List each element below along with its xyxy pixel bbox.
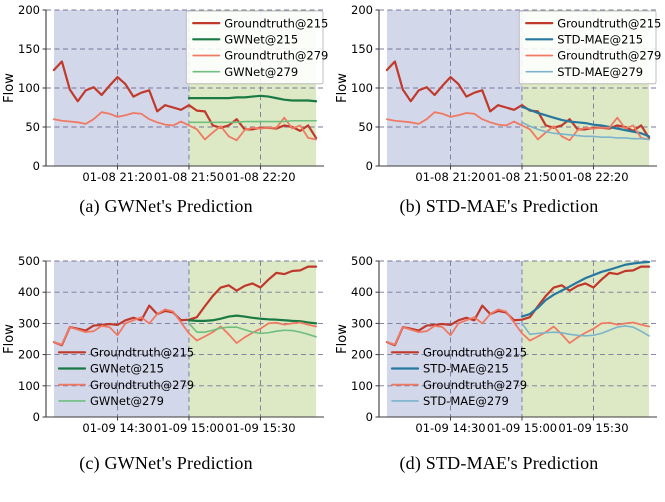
plot-svg-c: 0 100 200 300 400 500 01-09 14:30 01-09 15:00 01… — [2, 254, 324, 435]
legend-c: Groundtruth@215 GWNet@215 Groundtruth@279 G… — [57, 346, 194, 408]
series-line — [187, 94, 318, 103]
series-line — [386, 308, 650, 346]
series-line — [53, 308, 317, 346]
legend-label: Groundtruth@215 — [224, 16, 328, 30]
legend-label: Groundtruth@215 — [90, 346, 194, 360]
y-tick-label: 100 — [351, 81, 373, 95]
legend-label: GWNet@279 — [90, 394, 164, 408]
x-tick-label: 01-09 14:30 — [415, 421, 485, 435]
chart-b: 0 50 100 150 200 01-08 21:20 01-08 21:50 01-08 … — [333, 0, 665, 200]
series-line — [52, 265, 318, 347]
y-tick-label: 0 — [366, 410, 373, 424]
series-line — [520, 105, 651, 138]
y-axis-title: Flow — [335, 324, 350, 354]
x-tick-label: 01-08 21:50 — [487, 170, 557, 184]
history-band-d — [386, 261, 522, 417]
y-tick-label: 500 — [351, 254, 373, 268]
history-band-c — [53, 261, 189, 417]
legend-box — [185, 10, 324, 85]
legend-label: STD-MAE@215 — [557, 33, 643, 47]
x-tick-label: 01-08 22:20 — [558, 170, 628, 184]
y-tick-label: 100 — [351, 379, 373, 393]
legend-label: Groundtruth@279 — [423, 378, 527, 392]
legend-label: GWNet@215 — [224, 33, 298, 47]
x-tick-label: 01-08 22:20 — [225, 170, 295, 184]
y-tick-label: 150 — [351, 42, 373, 56]
chart-d: 0 100 200 300 400 500 01-09 14:30 01-09 15:00 01… — [333, 251, 665, 451]
x-tick-label: 01-09 14:30 — [82, 421, 152, 435]
y-tick-label: 50 — [358, 120, 373, 134]
y-tick-label: 200 — [18, 348, 40, 362]
series-line — [53, 111, 317, 142]
series-line — [187, 314, 318, 325]
legend-a: Groundtruth@215 GWNet@215 Groundtruth@279 G… — [185, 10, 328, 85]
panel-d: 0 100 200 300 400 500 01-09 14:30 01-09 15:00 01… — [333, 251, 665, 501]
y-axis-title: Flow — [2, 324, 17, 354]
y-axis-title: Flow — [2, 73, 17, 103]
series-line — [521, 322, 650, 337]
y-tick-label: 300 — [18, 316, 40, 330]
forecast-band-c — [188, 261, 317, 417]
panel-c: 0 100 200 300 400 500 01-09 14:30 01-09 15:00 01… — [0, 251, 332, 501]
x-tick-label: 01-08 21:50 — [154, 170, 224, 184]
y-tick-label: 200 — [18, 3, 40, 17]
series-line — [188, 322, 317, 338]
y-tick-label: 150 — [18, 42, 40, 56]
legend-label: Groundtruth@279 — [557, 49, 661, 63]
y-axis-title: Flow — [335, 73, 350, 103]
x-tick-label: 01-08 21:20 — [415, 170, 485, 184]
x-tick-label: 01-09 15:30 — [225, 421, 295, 435]
caption-b: (b) STD-MAE's Prediction — [399, 196, 599, 216]
series-line — [520, 260, 651, 318]
legend-label: STD-MAE@215 — [423, 362, 509, 376]
caption-d: (d) STD-MAE's Prediction — [399, 453, 599, 473]
legend-label: Groundtruth@215 — [557, 16, 661, 30]
y-tick-label: 500 — [18, 254, 40, 268]
series-line — [521, 121, 650, 141]
panel-b: 0 50 100 150 200 01-08 21:20 01-08 21:50 01-08 … — [333, 0, 665, 250]
legend-label: GWNet@215 — [90, 362, 164, 376]
y-tick-label: 200 — [351, 3, 373, 17]
y-tick-label: 0 — [33, 410, 40, 424]
chart-c: 0 100 200 300 400 500 01-09 14:30 01-09 15:00 01… — [0, 251, 332, 451]
legend-box — [518, 10, 657, 85]
y-tick-label: 50 — [25, 120, 40, 134]
legend-label: Groundtruth@279 — [90, 378, 194, 392]
plot-svg-b: 0 50 100 150 200 01-08 21:20 01-08 21:50 01-08 … — [335, 3, 661, 184]
legend-label: STD-MAE@279 — [423, 394, 509, 408]
y-tick-label: 0 — [33, 159, 40, 173]
x-tick-label: 01-09 15:00 — [487, 421, 557, 435]
legend-d: Groundtruth@215 STD-MAE@215 Groundtruth@27… — [390, 346, 527, 408]
series-line — [188, 119, 317, 124]
series-line — [385, 265, 651, 347]
legend-b: Groundtruth@215 STD-MAE@215 Groundtruth@27… — [518, 10, 661, 85]
y-tick-label: 0 — [366, 159, 373, 173]
legend-label: Groundtruth@279 — [224, 49, 328, 63]
forecast-band-d — [521, 261, 650, 417]
legend-label: GWNet@279 — [224, 65, 298, 79]
x-tick-label: 01-08 21:20 — [82, 170, 152, 184]
y-tick-label: 200 — [351, 348, 373, 362]
panel-a: 0 50 100 150 200 01-08 21:20 01-08 21:50 01-08 … — [0, 0, 332, 250]
chart-a: 0 50 100 150 200 01-08 21:20 01-08 21:50 01-08 … — [0, 0, 332, 200]
legend-label: Groundtruth@215 — [423, 346, 527, 360]
y-tick-label: 300 — [351, 316, 373, 330]
legend-label: STD-MAE@279 — [557, 65, 643, 79]
x-tick-label: 01-09 15:30 — [558, 421, 628, 435]
caption-c: (c) GWNet's Prediction — [79, 453, 253, 473]
series-line — [386, 111, 650, 142]
y-tick-label: 400 — [18, 285, 40, 299]
y-tick-label: 400 — [351, 285, 373, 299]
plot-svg-d: 0 100 200 300 400 500 01-09 14:30 01-09 15:00 01… — [335, 254, 657, 435]
plot-svg-a: 0 50 100 150 200 01-08 21:20 01-08 21:50 01-08 … — [2, 3, 328, 184]
caption-a: (a) GWNet's Prediction — [79, 196, 253, 216]
y-tick-label: 100 — [18, 379, 40, 393]
x-tick-label: 01-09 15:00 — [154, 421, 224, 435]
y-tick-label: 100 — [18, 81, 40, 95]
